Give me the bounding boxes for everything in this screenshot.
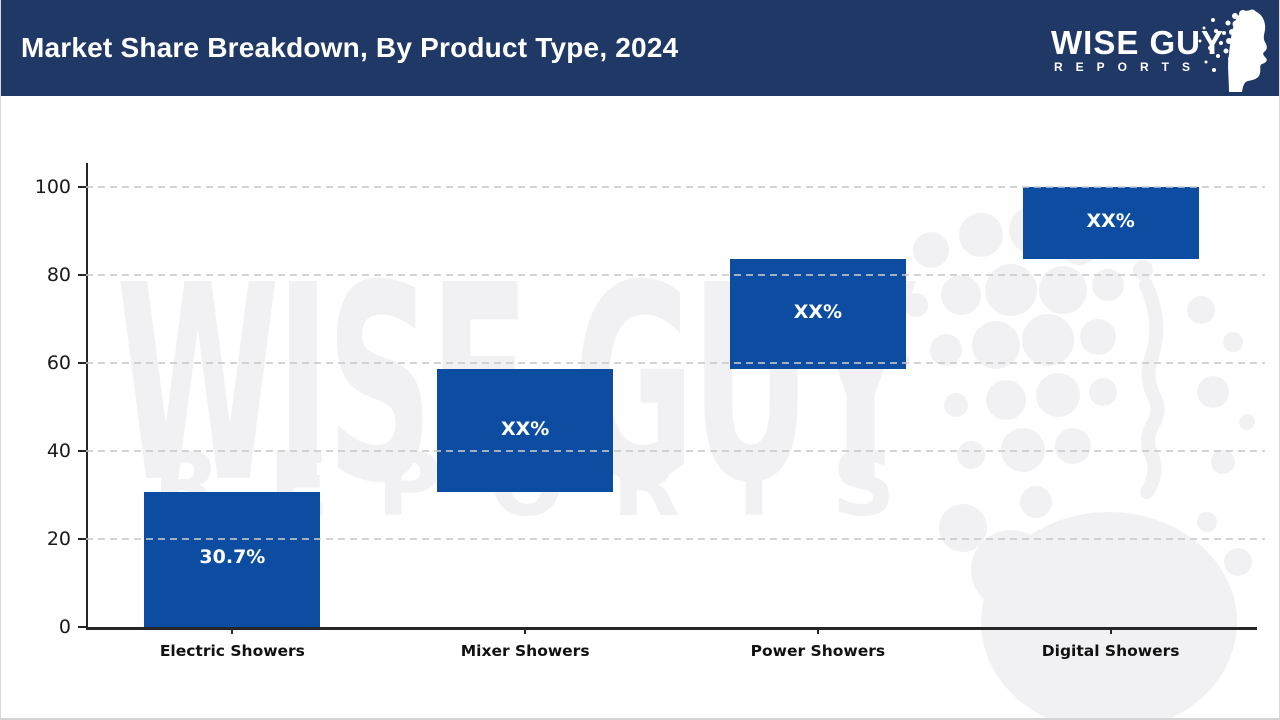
bar-mixer-showers	[437, 369, 614, 492]
x-axis-tick	[524, 627, 527, 634]
y-axis-tick	[78, 274, 87, 276]
gridline-60	[86, 362, 1265, 364]
gridline-80	[86, 274, 1265, 276]
y-axis-tick	[78, 186, 87, 188]
x-axis-category-label-electric-showers: Electric Showers	[159, 642, 305, 660]
y-axis-tick	[78, 626, 87, 628]
bar-digital-showers	[1022, 187, 1199, 260]
bar-power-showers	[729, 259, 906, 370]
y-axis-tick-label: 60	[46, 352, 71, 374]
page-title: Market Share Breakdown, By Product Type,…	[21, 32, 679, 63]
gridline-100	[86, 186, 1265, 188]
x-axis-category-label-digital-showers: Digital Showers	[1041, 642, 1180, 660]
y-axis-tick-label: 20	[46, 528, 71, 550]
logo-wordmark: WISE GUY	[1051, 24, 1225, 61]
y-axis-tick	[78, 362, 87, 364]
x-axis-category-label-power-showers: Power Showers	[750, 642, 886, 660]
y-axis-tick-label: 80	[46, 264, 71, 286]
x-axis-tick	[1109, 627, 1112, 634]
y-axis-tick-label: 40	[46, 440, 71, 462]
logo-subtitle: REPORTS	[1054, 60, 1204, 74]
bar-value-label-digital-showers: XX%	[1086, 210, 1135, 233]
x-axis-category-label-mixer-showers: Mixer Showers	[460, 642, 590, 660]
header-background	[1, 0, 1279, 96]
bar-value-label-power-showers: XX%	[793, 301, 843, 324]
logo-head-icon	[1198, 9, 1267, 92]
header-bar: Market Share Breakdown, By Product Type,…	[1, 0, 1279, 96]
y-axis-line	[86, 163, 88, 629]
x-axis-tick	[231, 627, 234, 634]
gridline-40	[86, 450, 1265, 452]
y-axis-tick	[78, 538, 87, 540]
wise-guy-logo: WISE GUY REPORTS	[1021, 0, 1271, 96]
bar-value-label-electric-showers: 30.7%	[199, 546, 266, 569]
y-axis-tick-label: 100	[34, 176, 71, 198]
gridline-20	[86, 538, 1265, 540]
x-axis-tick	[816, 627, 819, 634]
bar-value-label-mixer-showers: XX%	[500, 417, 550, 440]
bar-electric-showers	[144, 491, 321, 627]
x-axis-line	[86, 627, 1257, 630]
y-axis-tick-label: 0	[58, 616, 71, 638]
watermark-head-icon	[893, 206, 1255, 718]
y-axis-tick	[78, 450, 87, 452]
